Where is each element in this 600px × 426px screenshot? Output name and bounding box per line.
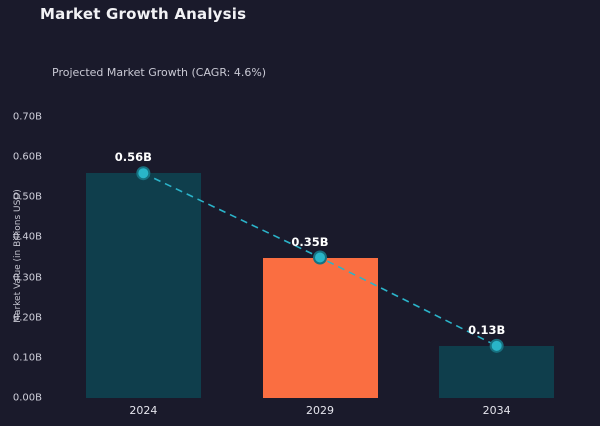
y-tick-label: 0.60B xyxy=(12,151,42,163)
x-tick-label-2024: 2024 xyxy=(129,404,158,417)
bar-2024 xyxy=(85,173,201,398)
data-point-marker-2034 xyxy=(489,338,504,353)
value-label-2034: 0.13B xyxy=(468,322,506,337)
trendline-overlay xyxy=(136,166,504,353)
plot-area: 0.56B 0.35B 0.13B xyxy=(55,117,585,398)
value-label-2029: 0.35B xyxy=(291,234,329,249)
x-tick-label-2034: 2034 xyxy=(482,404,511,417)
x-axis-labels: 2024 2029 2034 xyxy=(55,398,585,422)
chart-subtitle: Projected Market Growth (CAGR: 4.6%) xyxy=(52,66,267,79)
y-tick-label: 0.50B xyxy=(12,191,42,203)
y-tick-label: 0.70B xyxy=(12,111,42,123)
y-tick-label: 0.10B xyxy=(12,352,42,364)
value-label-2024: 0.56B xyxy=(114,150,152,165)
y-tick-label: 0.00B xyxy=(12,392,42,404)
data-point-marker-2024 xyxy=(136,166,151,181)
y-tick-label: 0.30B xyxy=(12,272,42,284)
y-axis-ticks: 0.00B 0.10B 0.20B 0.30B 0.40B 0.50B 0.60B 0.70B xyxy=(0,0,50,426)
x-tick-label-2029: 2029 xyxy=(306,404,334,417)
y-tick-label: 0.40B xyxy=(12,231,42,243)
bar-2034 xyxy=(439,345,555,398)
y-tick-label: 0.20B xyxy=(12,312,42,324)
chart-title: Market Growth Analysis xyxy=(40,5,247,23)
bar-2029 xyxy=(262,257,378,398)
data-point-marker-2029 xyxy=(313,250,327,265)
